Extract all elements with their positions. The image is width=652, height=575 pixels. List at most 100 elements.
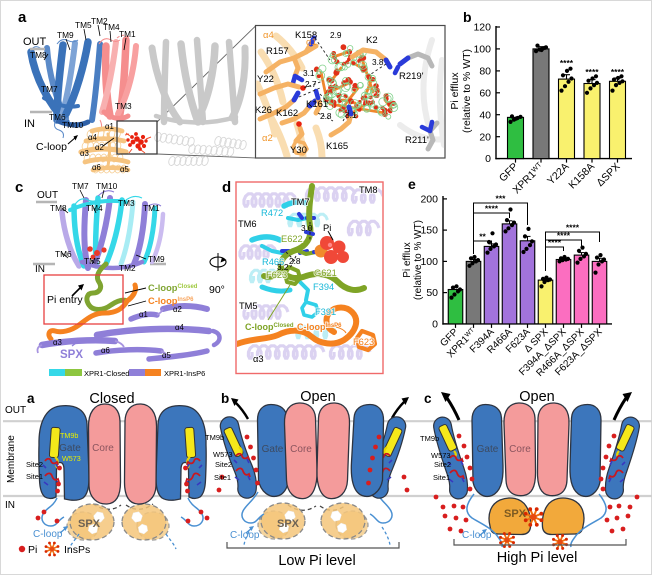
svg-text:C-loop: C-loop	[462, 530, 492, 541]
svg-text:TM8: TM8	[30, 50, 47, 60]
svg-text:0: 0	[485, 153, 491, 165]
svg-text:TM7: TM7	[291, 197, 310, 207]
svg-text:c: c	[424, 391, 432, 406]
svg-text:C-loopInsP6: C-loopInsP6	[148, 296, 194, 306]
svg-text:60: 60	[479, 87, 491, 99]
svg-text:Pi entry: Pi entry	[47, 294, 83, 306]
svg-text:40: 40	[479, 109, 491, 121]
svg-text:Core: Core	[92, 443, 114, 454]
svg-text:E622: E622	[281, 234, 303, 244]
svg-text:Gate: Gate	[262, 444, 284, 455]
svg-text:High Pi level: High Pi level	[497, 550, 578, 566]
svg-text:OUT: OUT	[5, 405, 26, 416]
svg-text:Gate: Gate	[59, 443, 81, 454]
svg-text:α4: α4	[263, 30, 274, 41]
svg-text:R219': R219'	[399, 71, 424, 82]
svg-text:α3: α3	[80, 149, 89, 158]
svg-text:α2: α2	[262, 133, 273, 144]
svg-text:(relative to % WT): (relative to % WT)	[413, 220, 424, 300]
svg-text:50: 50	[426, 287, 438, 299]
svg-text:Site1: Site1	[26, 472, 43, 481]
svg-text:****: ****	[557, 231, 571, 241]
svg-text:F391: F391	[315, 307, 336, 317]
svg-text:20: 20	[479, 131, 491, 143]
svg-text:Pi: Pi	[28, 544, 37, 556]
svg-text:0: 0	[432, 319, 438, 331]
svg-text:Closed: Closed	[89, 391, 134, 407]
svg-text:2.7: 2.7	[305, 79, 317, 89]
svg-text:Site2: Site2	[434, 460, 451, 469]
svg-text:XPR1-InsP6: XPR1-InsP6	[164, 369, 205, 378]
svg-text:****: ****	[585, 67, 599, 77]
svg-text:α3: α3	[253, 354, 264, 364]
svg-text:TM1: TM1	[119, 29, 136, 39]
svg-text:R157: R157	[266, 46, 289, 57]
svg-text:Low Pi level: Low Pi level	[278, 553, 355, 569]
svg-text:K165: K165	[326, 141, 348, 152]
svg-text:Site1: Site1	[433, 473, 450, 482]
svg-text:3.1: 3.1	[345, 110, 357, 120]
svg-text:SPX: SPX	[78, 518, 101, 530]
svg-text:2.9: 2.9	[330, 30, 342, 40]
svg-text:3.1: 3.1	[303, 68, 315, 78]
svg-text:100: 100	[473, 44, 491, 56]
svg-text:TM4: TM4	[86, 203, 103, 213]
svg-text:Pi efflux: Pi efflux	[402, 242, 413, 277]
svg-text:OUT: OUT	[37, 190, 58, 201]
svg-text:R466: R466	[262, 257, 284, 267]
svg-text:TM7: TM7	[41, 84, 58, 94]
svg-text:XPR1-Closed: XPR1-Closed	[84, 369, 129, 378]
svg-text:W573: W573	[213, 450, 233, 459]
svg-text:TM1: TM1	[143, 203, 160, 213]
svg-text:****: ****	[566, 223, 580, 233]
svg-text:b: b	[463, 9, 472, 25]
svg-text:****: ****	[548, 238, 562, 248]
svg-text:3.0: 3.0	[301, 223, 313, 233]
svg-text:150: 150	[420, 225, 438, 237]
svg-text:C-loopClosed: C-loopClosed	[148, 283, 198, 293]
svg-text:TM7: TM7	[72, 181, 89, 191]
svg-text:TM6: TM6	[49, 112, 66, 122]
svg-text:K26: K26	[255, 105, 272, 116]
svg-text:TM9: TM9	[148, 254, 165, 264]
svg-text:W573: W573	[62, 454, 81, 463]
svg-text:α4: α4	[88, 133, 98, 142]
svg-text:TM3: TM3	[115, 101, 132, 111]
svg-text:α6: α6	[92, 163, 101, 172]
svg-text:e: e	[408, 176, 416, 192]
svg-text:TM9b: TM9b	[205, 433, 224, 442]
svg-text:W573: W573	[431, 451, 451, 460]
svg-text:Pi: Pi	[323, 223, 331, 233]
svg-text:α2: α2	[173, 305, 182, 314]
svg-text:α1: α1	[139, 310, 148, 319]
svg-text:C-loop: C-loop	[36, 141, 67, 153]
svg-text:3.8: 3.8	[372, 57, 384, 67]
svg-text:F623: F623	[266, 270, 287, 280]
svg-text:SPX: SPX	[504, 508, 527, 520]
svg-text:3.2: 3.2	[277, 262, 289, 272]
svg-text:F623: F623	[353, 337, 374, 347]
svg-text:d: d	[222, 179, 231, 196]
svg-text:C-loop: C-loop	[230, 530, 260, 541]
svg-text:Open: Open	[519, 389, 554, 405]
svg-text:a: a	[18, 9, 27, 26]
svg-text:TM8: TM8	[50, 203, 67, 213]
svg-text:****: ****	[485, 204, 499, 214]
svg-text:TM5: TM5	[239, 301, 258, 311]
svg-text:****: ****	[560, 58, 574, 68]
svg-text:b: b	[221, 391, 229, 406]
svg-text:TM5: TM5	[75, 20, 92, 30]
svg-text:***: ***	[496, 194, 507, 204]
svg-text:Site1: Site1	[214, 473, 231, 482]
svg-text:Core: Core	[290, 444, 312, 455]
svg-text:α6: α6	[101, 346, 110, 355]
svg-text:TM8: TM8	[359, 185, 378, 195]
svg-text:SPX: SPX	[277, 518, 300, 530]
svg-text:200: 200	[420, 194, 438, 206]
svg-text:TM9: TM9	[57, 30, 74, 40]
svg-text:Y22: Y22	[257, 74, 274, 85]
svg-text:IN: IN	[24, 118, 35, 130]
svg-text:α2: α2	[95, 143, 104, 152]
svg-text:Y30: Y30	[290, 145, 307, 156]
svg-text:Membrane: Membrane	[6, 435, 17, 483]
